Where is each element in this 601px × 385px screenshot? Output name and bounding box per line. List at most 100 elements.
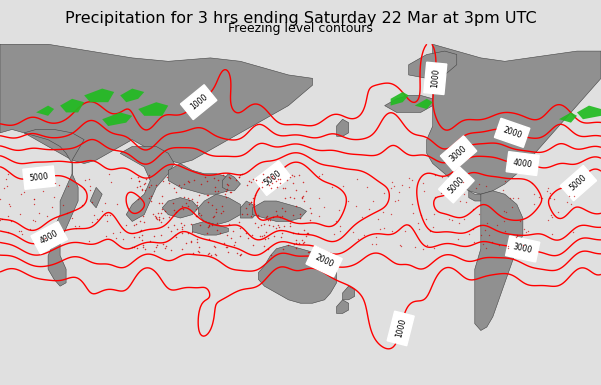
Point	[389, 183, 398, 189]
Point	[16, 191, 25, 198]
Point	[154, 217, 163, 223]
Point	[154, 199, 164, 206]
Point	[298, 240, 308, 246]
Point	[224, 174, 233, 180]
Point	[29, 196, 38, 202]
Point	[521, 229, 531, 236]
Point	[503, 245, 513, 251]
Point	[194, 210, 204, 216]
Point	[459, 191, 469, 197]
Point	[285, 174, 295, 181]
Point	[186, 221, 196, 227]
Point	[448, 217, 457, 223]
Point	[194, 244, 204, 250]
Point	[145, 238, 155, 244]
Point	[291, 203, 301, 209]
Point	[208, 214, 218, 220]
Point	[401, 228, 410, 234]
Point	[172, 226, 182, 232]
Point	[176, 185, 186, 191]
Point	[285, 220, 295, 226]
Point	[476, 232, 486, 238]
Polygon shape	[84, 89, 114, 102]
Point	[189, 176, 199, 182]
Point	[17, 228, 26, 234]
Text: 3000: 3000	[448, 144, 469, 163]
Point	[140, 186, 150, 192]
Point	[58, 202, 68, 208]
Point	[105, 212, 115, 218]
Point	[437, 174, 447, 180]
Text: 5000: 5000	[568, 173, 589, 193]
Point	[474, 211, 484, 217]
Point	[395, 242, 405, 248]
Point	[138, 213, 148, 219]
Point	[231, 177, 240, 183]
Point	[253, 224, 263, 230]
Polygon shape	[475, 191, 523, 330]
Polygon shape	[559, 112, 577, 123]
Point	[218, 203, 227, 209]
Point	[259, 233, 269, 239]
Point	[430, 194, 440, 200]
Point	[141, 176, 151, 182]
Point	[77, 202, 87, 208]
Point	[183, 230, 193, 236]
Point	[393, 198, 403, 204]
Point	[166, 228, 175, 234]
Point	[4, 201, 14, 207]
Point	[144, 174, 153, 180]
Point	[118, 236, 128, 242]
Point	[137, 236, 147, 243]
Point	[201, 174, 210, 181]
Point	[234, 174, 244, 180]
Point	[454, 220, 463, 226]
Point	[137, 232, 147, 238]
Point	[111, 235, 121, 241]
Point	[371, 241, 381, 247]
Point	[187, 229, 197, 235]
Point	[390, 198, 400, 204]
Point	[0, 196, 5, 202]
Point	[295, 211, 305, 217]
Point	[266, 252, 276, 258]
Point	[146, 198, 156, 204]
Point	[42, 213, 52, 219]
Point	[269, 233, 279, 239]
Point	[62, 210, 72, 216]
Point	[202, 178, 212, 184]
Point	[102, 218, 111, 224]
Point	[344, 198, 353, 204]
Point	[275, 214, 284, 220]
Point	[404, 222, 414, 228]
Point	[280, 185, 290, 191]
Point	[264, 222, 274, 228]
Point	[203, 251, 212, 257]
Point	[222, 181, 231, 187]
Point	[191, 206, 201, 212]
Point	[236, 172, 245, 178]
Point	[305, 217, 315, 223]
Point	[368, 198, 377, 204]
Point	[278, 185, 288, 191]
Point	[235, 252, 245, 258]
Point	[19, 189, 29, 195]
Point	[319, 204, 329, 210]
Point	[419, 188, 429, 194]
Point	[207, 252, 216, 258]
Point	[416, 211, 426, 218]
Point	[512, 233, 522, 239]
Point	[265, 217, 275, 223]
Point	[386, 185, 396, 191]
Point	[268, 214, 278, 220]
Point	[249, 195, 258, 201]
Point	[97, 208, 107, 214]
Point	[169, 185, 179, 191]
Point	[468, 226, 478, 233]
Point	[297, 195, 307, 201]
Point	[480, 226, 489, 233]
Point	[245, 201, 254, 207]
Point	[135, 218, 144, 224]
Point	[151, 244, 161, 250]
Point	[511, 234, 521, 240]
